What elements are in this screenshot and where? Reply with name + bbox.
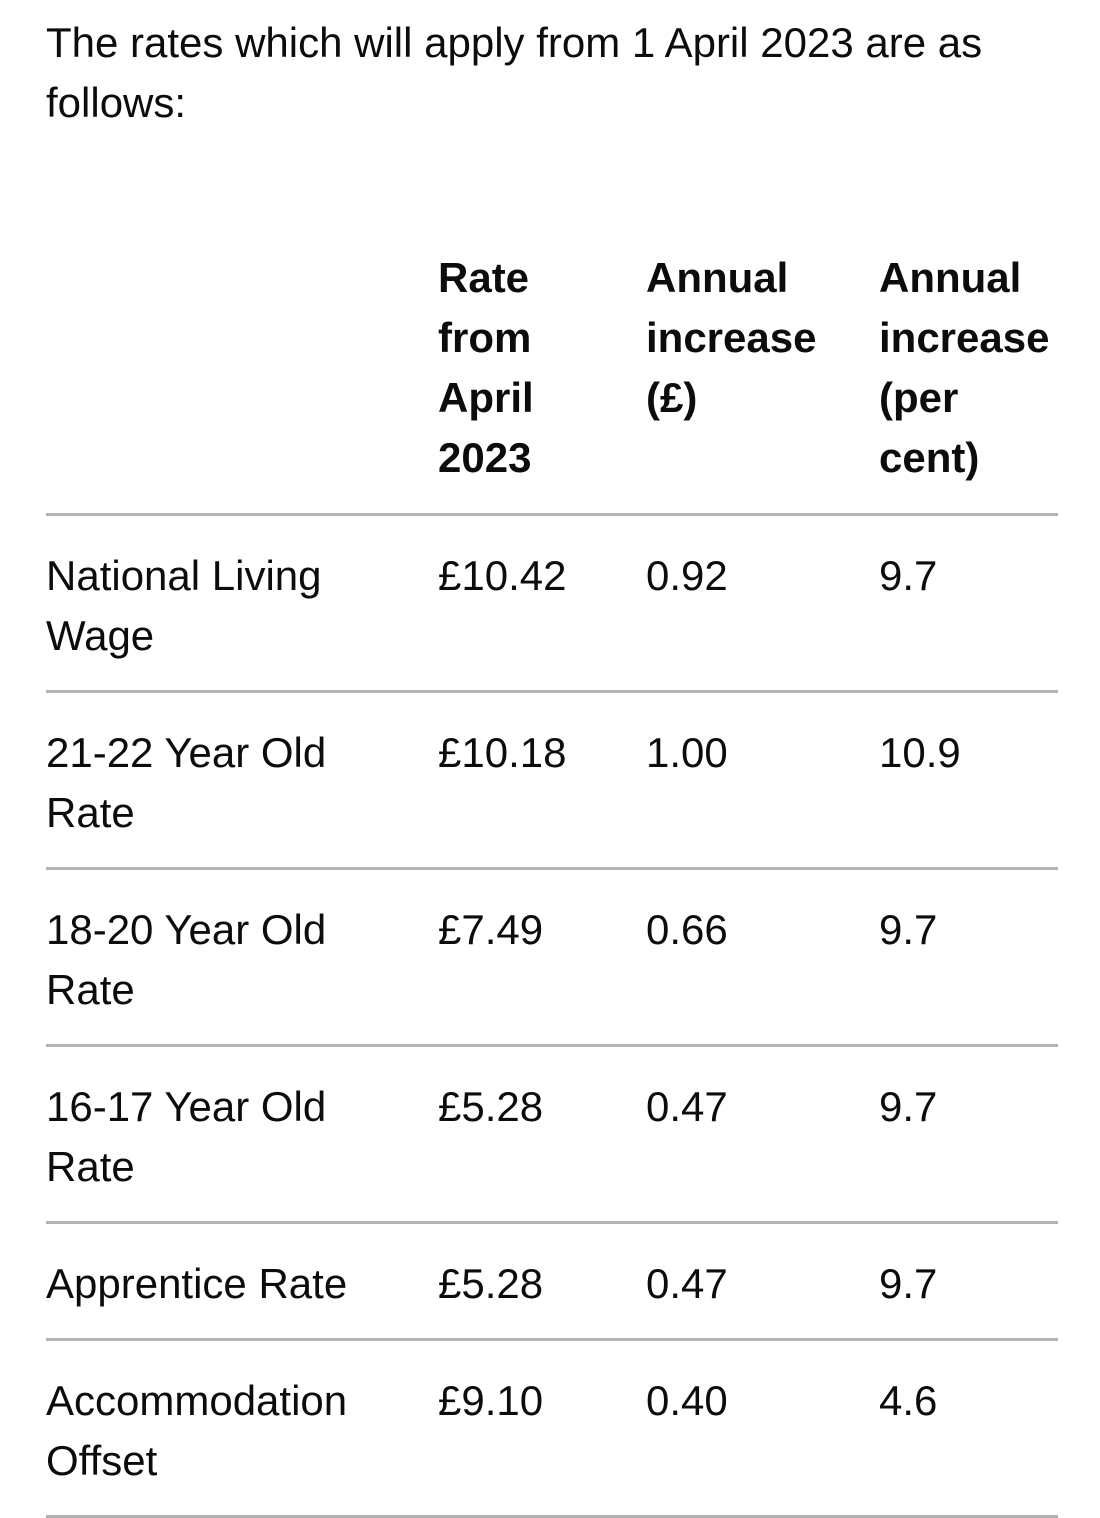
table-row: 21-22 Year Old Rate £10.18 1.00 10.9 <box>46 691 1058 870</box>
wage-rates-table: Rate from April 2023 Annual increase (£)… <box>46 248 1058 1518</box>
rate-cell: £7.49 <box>438 868 646 1047</box>
annual-increase-percent-cell: 10.9 <box>879 691 1058 870</box>
column-header-empty <box>46 248 438 516</box>
annual-increase-gbp-cell: 0.92 <box>646 514 879 693</box>
row-label: 16-17 Year Old Rate <box>46 1045 438 1224</box>
annual-increase-percent-cell: 9.7 <box>879 1045 1058 1224</box>
table-row: 16-17 Year Old Rate £5.28 0.47 9.7 <box>46 1045 1058 1224</box>
rate-cell: £10.42 <box>438 514 646 693</box>
annual-increase-gbp-cell: 0.47 <box>646 1045 879 1224</box>
table-row: 18-20 Year Old Rate £7.49 0.66 9.7 <box>46 868 1058 1047</box>
rate-cell: £5.28 <box>438 1045 646 1224</box>
annual-increase-gbp-cell: 0.47 <box>646 1222 879 1341</box>
row-label: Apprentice Rate <box>46 1222 438 1341</box>
rate-cell: £10.18 <box>438 691 646 870</box>
annual-increase-percent-cell: 4.6 <box>879 1339 1058 1518</box>
table-row: Apprentice Rate £5.28 0.47 9.7 <box>46 1222 1058 1341</box>
annual-increase-percent-cell: 9.7 <box>879 868 1058 1047</box>
intro-paragraph: The rates which will apply from 1 April … <box>46 19 983 126</box>
table-row: Accommodation Offset £9.10 0.40 4.6 <box>46 1339 1058 1518</box>
row-label: 21-22 Year Old Rate <box>46 691 438 870</box>
rate-cell: £9.10 <box>438 1339 646 1518</box>
column-header-annual-increase-gbp: Annual increase (£) <box>646 248 879 516</box>
column-header-rate-from-april-2023: Rate from April 2023 <box>438 248 646 516</box>
rate-cell: £5.28 <box>438 1222 646 1341</box>
row-label: 18-20 Year Old Rate <box>46 868 438 1047</box>
row-label: Accommodation Offset <box>46 1339 438 1518</box>
column-header-annual-increase-percent: Annual increase (per cent) <box>879 248 1058 516</box>
annual-increase-gbp-cell: 1.00 <box>646 691 879 870</box>
annual-increase-percent-cell: 9.7 <box>879 1222 1058 1341</box>
row-label: National Living Wage <box>46 514 438 693</box>
annual-increase-gbp-cell: 0.40 <box>646 1339 879 1518</box>
annual-increase-percent-cell: 9.7 <box>879 514 1058 693</box>
annual-increase-gbp-cell: 0.66 <box>646 868 879 1047</box>
table-row: National Living Wage £10.42 0.92 9.7 <box>46 514 1058 693</box>
header-row: Rate from April 2023 Annual increase (£)… <box>46 248 1058 516</box>
